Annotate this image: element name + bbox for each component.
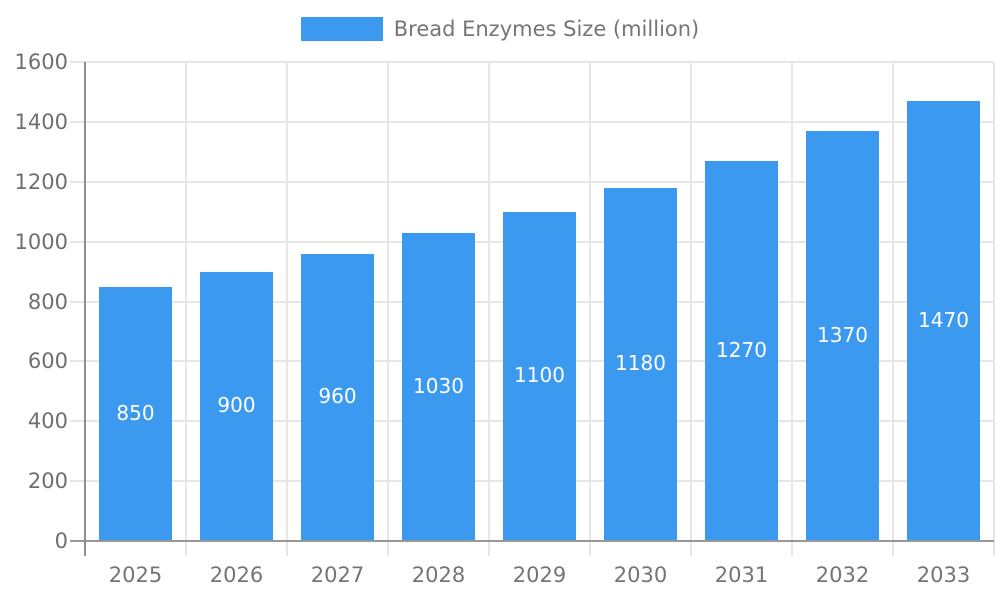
y-tick-label: 1000 (14, 229, 68, 254)
x-tick-label: 2033 (916, 563, 971, 587)
y-tick-label: 1200 (14, 169, 68, 194)
bar-2025[interactable]: 850 (99, 286, 172, 541)
y-tick-label: 1600 (14, 50, 68, 74)
gridline-vertical (387, 62, 389, 556)
bar-value-label: 1470 (918, 307, 969, 332)
legend-label: Bread Enzymes Size (million) (393, 17, 700, 41)
bar-value-label: 1270 (716, 337, 767, 362)
x-tick-label: 2026 (209, 563, 264, 587)
legend-swatch-icon (300, 17, 383, 41)
gridline-vertical (690, 62, 692, 556)
bar-2027[interactable]: 960 (301, 253, 374, 541)
bar-2032[interactable]: 1370 (806, 130, 879, 541)
gridline-vertical (993, 62, 995, 556)
x-tick-label: 2028 (411, 563, 466, 587)
bar-2033[interactable]: 1470 (907, 100, 980, 541)
bar-2029[interactable]: 1100 (503, 211, 576, 541)
gridline-horizontal (70, 61, 994, 63)
bar-value-label: 1030 (413, 373, 464, 398)
legend[interactable]: Bread Enzymes Size (million) (0, 17, 1000, 41)
gridline-vertical (286, 62, 288, 556)
x-tick-label: 2031 (714, 563, 769, 587)
gridline-vertical (791, 62, 793, 556)
y-tick-label: 200 (27, 469, 68, 494)
y-tick-label: 800 (27, 289, 68, 314)
y-tick-label: 600 (27, 349, 68, 374)
bar-value-label: 1100 (514, 363, 565, 388)
bar-2031[interactable]: 1270 (705, 160, 778, 541)
x-tick-label: 2025 (108, 563, 163, 587)
bar-value-label: 1370 (817, 322, 868, 347)
bar-2030[interactable]: 1180 (604, 187, 677, 541)
gridline-horizontal (70, 120, 994, 123)
y-tick-label: 1400 (14, 109, 68, 134)
y-tick-label: 0 (54, 529, 68, 553)
gridline-vertical (488, 62, 490, 556)
bar-2026[interactable]: 900 (200, 271, 273, 541)
bar-value-label: 1180 (615, 351, 666, 376)
x-axis-line (70, 540, 994, 542)
x-tick-label: 2032 (815, 563, 870, 587)
gridline-vertical (589, 62, 591, 556)
bar-value-label: 960 (318, 384, 357, 409)
bar-2028[interactable]: 1030 (402, 232, 475, 541)
x-tick-label: 2027 (310, 563, 365, 587)
y-axis-line (84, 62, 86, 556)
x-tick-label: 2029 (512, 563, 567, 587)
bar-value-label: 900 (217, 393, 256, 418)
y-tick-label: 400 (27, 409, 68, 434)
gridline-vertical (185, 62, 187, 556)
x-tick-label: 2030 (613, 563, 668, 587)
bar-value-label: 850 (116, 400, 155, 425)
gridline-vertical (892, 62, 894, 556)
gridline-horizontal (70, 180, 994, 183)
